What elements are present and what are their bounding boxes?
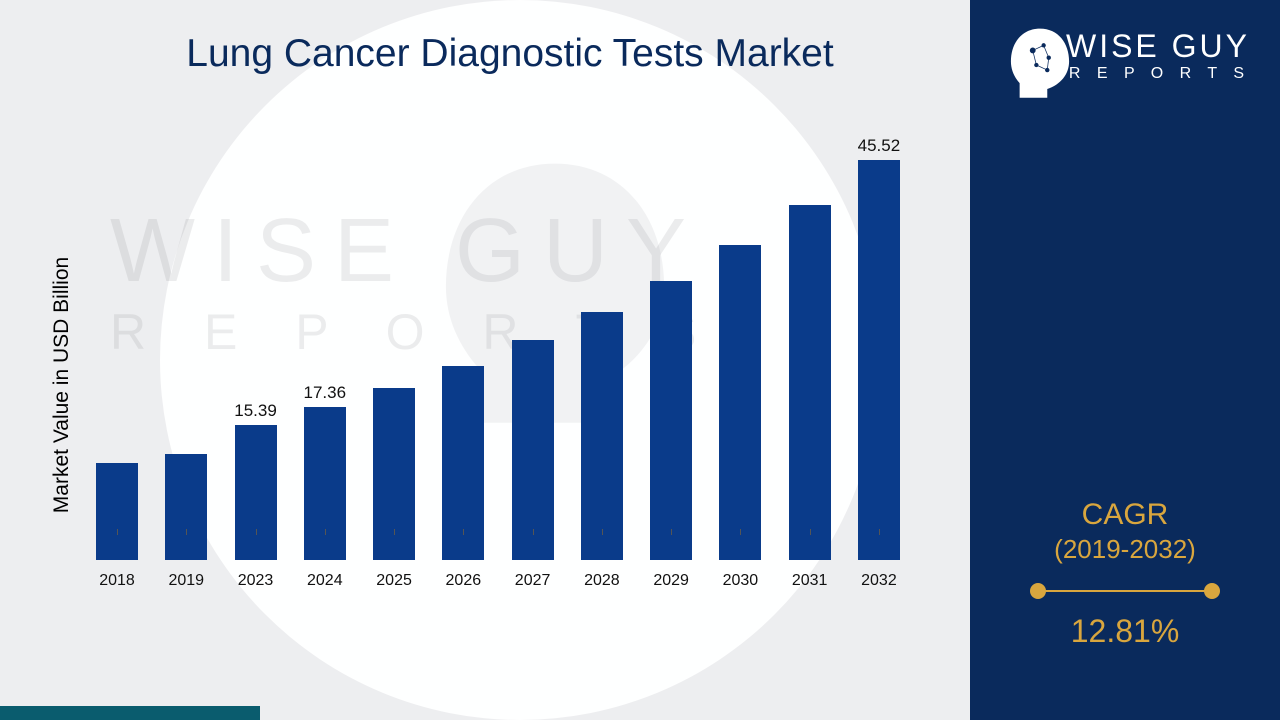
cagr-divider	[1030, 583, 1220, 599]
side-panel: WISE GUY R E P O R T S CAGR (2019-2032) …	[970, 0, 1280, 720]
cagr-title: CAGR	[1010, 498, 1240, 532]
x-axis-label: 2030	[711, 572, 769, 590]
bar-group: 45.52	[850, 136, 908, 560]
bar	[789, 205, 831, 560]
bars-container: 15.3917.3645.52	[88, 160, 908, 560]
brand-logo: WISE GUY R E P O R T S	[1066, 28, 1250, 83]
bar-group: 15.39	[227, 401, 285, 560]
bar-value-label: 17.36	[304, 383, 347, 403]
bar-group	[573, 308, 631, 560]
bar-group	[711, 241, 769, 560]
cagr-block: CAGR (2019-2032) 12.81%	[1010, 498, 1240, 650]
bar-group: 17.36	[296, 383, 354, 560]
bar-group	[504, 336, 562, 560]
x-axis-label: 2032	[850, 572, 908, 590]
x-axis-label: 2028	[573, 572, 631, 590]
bar-group	[157, 450, 215, 560]
x-axis-label: 2031	[781, 572, 839, 590]
bar	[858, 160, 900, 560]
y-axis-label: Market Value in USD Billion	[50, 257, 74, 513]
bar	[304, 407, 346, 560]
bar	[96, 463, 138, 560]
x-axis-label: 2025	[365, 572, 423, 590]
x-axis-label: 2023	[227, 572, 285, 590]
bar-value-label: 15.39	[234, 401, 277, 421]
bar-chart: 15.3917.3645.52 201820192023202420252026…	[88, 160, 908, 590]
x-axis-label: 2027	[504, 572, 562, 590]
bar	[235, 425, 277, 560]
cagr-range: (2019-2032)	[1010, 534, 1240, 565]
bar-group	[88, 459, 146, 560]
x-axis-label: 2026	[434, 572, 492, 590]
bar-group	[781, 201, 839, 560]
bar	[650, 281, 692, 560]
decorative-bottom-bar	[0, 706, 260, 720]
bar-group	[642, 277, 700, 560]
bar	[512, 340, 554, 560]
bar-group	[365, 384, 423, 560]
x-axis-labels: 2018 2019 2023 2024 2025 2026 2027 2028 2029 2030…	[88, 572, 908, 590]
chart-title: Lung Cancer Diagnostic Tests Market	[100, 32, 920, 76]
x-axis-label: 2018	[88, 572, 146, 590]
x-axis-label: 2029	[642, 572, 700, 590]
x-axis-label: 2024	[296, 572, 354, 590]
logo-line1: WISE GUY	[1066, 28, 1250, 65]
logo-line2: R E P O R T S	[1066, 65, 1250, 83]
cagr-value: 12.81%	[1010, 613, 1240, 650]
bar	[581, 312, 623, 560]
main-chart-area: WISE GUY R E P O R T S Lung Cancer Diagn…	[0, 0, 970, 720]
bar	[165, 454, 207, 560]
bar-group	[434, 362, 492, 560]
bar	[719, 245, 761, 560]
bar-value-label: 45.52	[858, 136, 901, 156]
x-axis-label: 2019	[157, 572, 215, 590]
